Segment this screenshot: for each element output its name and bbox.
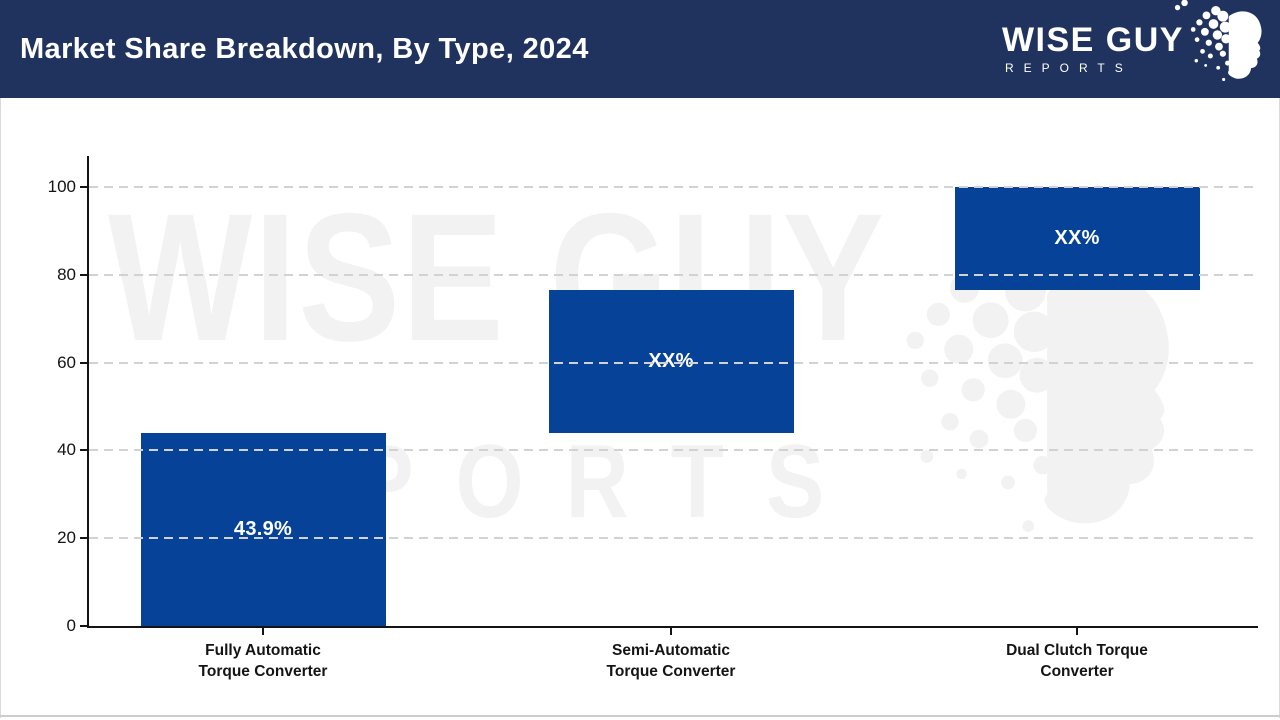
logo-name: WISE GUY — [1001, 21, 1184, 59]
x-category-label-2: Semi-Automatic Torque Converter — [606, 642, 736, 680]
bottom-border — [0, 715, 1280, 717]
left-border — [0, 98, 1, 718]
x-tick-2 — [670, 628, 672, 635]
wise-guy-logo: WISE GUY REPORTS — [1002, 0, 1266, 92]
bar-segment-1: 43.9% — [140, 433, 386, 626]
y-tick-label-100: 100 — [47, 177, 76, 196]
bar-value-label: XX% — [1054, 226, 1100, 249]
bar-value-label: 43.9% — [233, 518, 293, 541]
y-tick-label-20: 20 — [57, 528, 76, 548]
y-axis-line — [87, 156, 89, 628]
x-category-label-3: Dual Clutch Torque Converter — [1006, 642, 1148, 680]
y-tick-40 — [80, 449, 88, 452]
x-tick-3 — [1076, 628, 1078, 635]
y-tick-100 — [80, 186, 88, 188]
y-tick-label-80: 80 — [57, 264, 76, 284]
y-tick-60 — [80, 361, 88, 364]
logo-text: WISE GUY REPORTS — [1002, 23, 1184, 75]
bar-value-label: XX% — [648, 349, 694, 372]
watermark-face-icon — [906, 253, 1169, 532]
bar-segment-3: XX% — [954, 187, 1200, 290]
x-category-label-1: Fully Automatic Torque Converter — [198, 642, 328, 680]
bar-segment-2: XX% — [548, 289, 794, 434]
y-tick-0 — [80, 625, 88, 627]
chart-plot-area: WISE GUY REPORTS 0 20 40 60 80 100 43.9% Fully … — [0, 98, 1280, 720]
x-tick-1 — [262, 628, 264, 635]
y-tick-80 — [80, 273, 88, 276]
header-bar: Market Share Breakdown, By Type, 2024 WI… — [0, 0, 1280, 98]
x-axis-line — [87, 626, 1258, 628]
y-tick-20 — [80, 537, 88, 540]
logo-subtitle: REPORTS — [1004, 61, 1133, 75]
dotted-face-icon — [1174, 0, 1262, 82]
y-tick-label-40: 40 — [57, 440, 76, 460]
y-tick-label-60: 60 — [57, 352, 76, 372]
page-title: Market Share Breakdown, By Type, 2024 — [20, 32, 589, 65]
y-tick-label-0: 0 — [66, 616, 76, 635]
